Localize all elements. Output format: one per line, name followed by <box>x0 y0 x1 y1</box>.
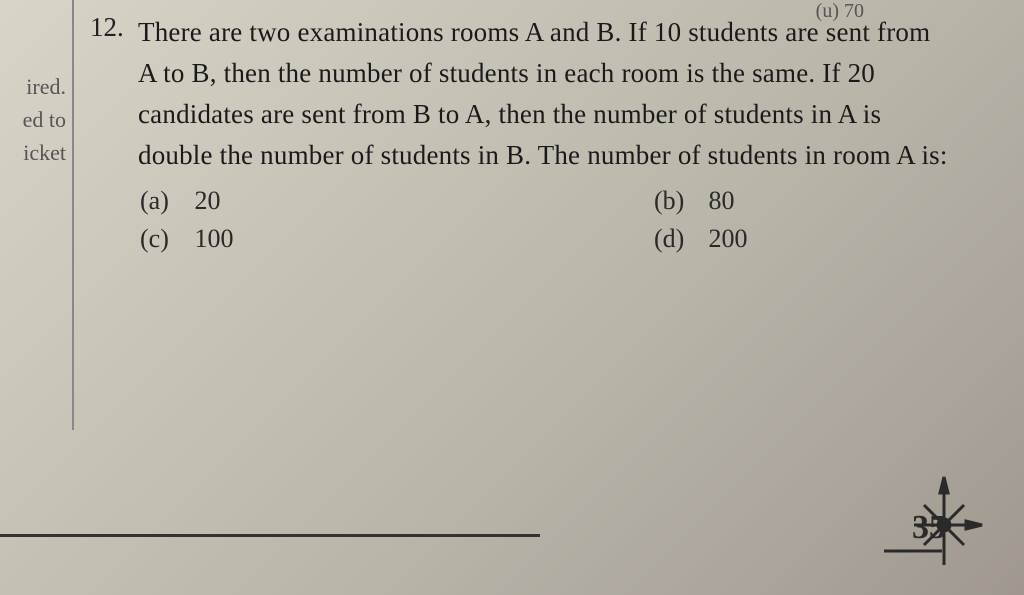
margin-line-2: ed to <box>0 103 68 136</box>
option-b-label: (b) <box>654 186 702 216</box>
question-block: 12. There are two examinations rooms A a… <box>90 12 970 254</box>
left-margin-fragments: ired. ed to icket <box>0 70 68 169</box>
option-c: (c) 100 <box>140 224 434 254</box>
option-a-label: (a) <box>140 186 188 216</box>
vertical-divider <box>72 0 74 430</box>
option-b-value: 80 <box>709 186 735 215</box>
margin-line-3: icket <box>0 136 68 169</box>
option-b: (b) 80 <box>654 186 948 216</box>
options-grid: (a) 20 (b) 80 (c) 100 (d) 200 <box>138 186 948 254</box>
option-d-value: 200 <box>709 224 748 253</box>
question-number: 12. <box>90 12 134 43</box>
question-text: There are two examinations rooms A and B… <box>138 12 948 176</box>
option-c-value: 100 <box>195 224 234 253</box>
option-a-value: 20 <box>195 186 221 215</box>
page-container: (u) 70 ired. ed to icket 12. There are t… <box>0 0 1024 595</box>
option-d-label: (d) <box>654 224 702 254</box>
option-d: (d) 200 <box>654 224 948 254</box>
margin-line-1: ired. <box>0 70 68 103</box>
compass-ornament-icon <box>884 455 1004 575</box>
footer-rule <box>0 534 540 537</box>
option-a: (a) 20 <box>140 186 434 216</box>
option-c-label: (c) <box>140 224 188 254</box>
question-body: There are two examinations rooms A and B… <box>138 12 948 254</box>
